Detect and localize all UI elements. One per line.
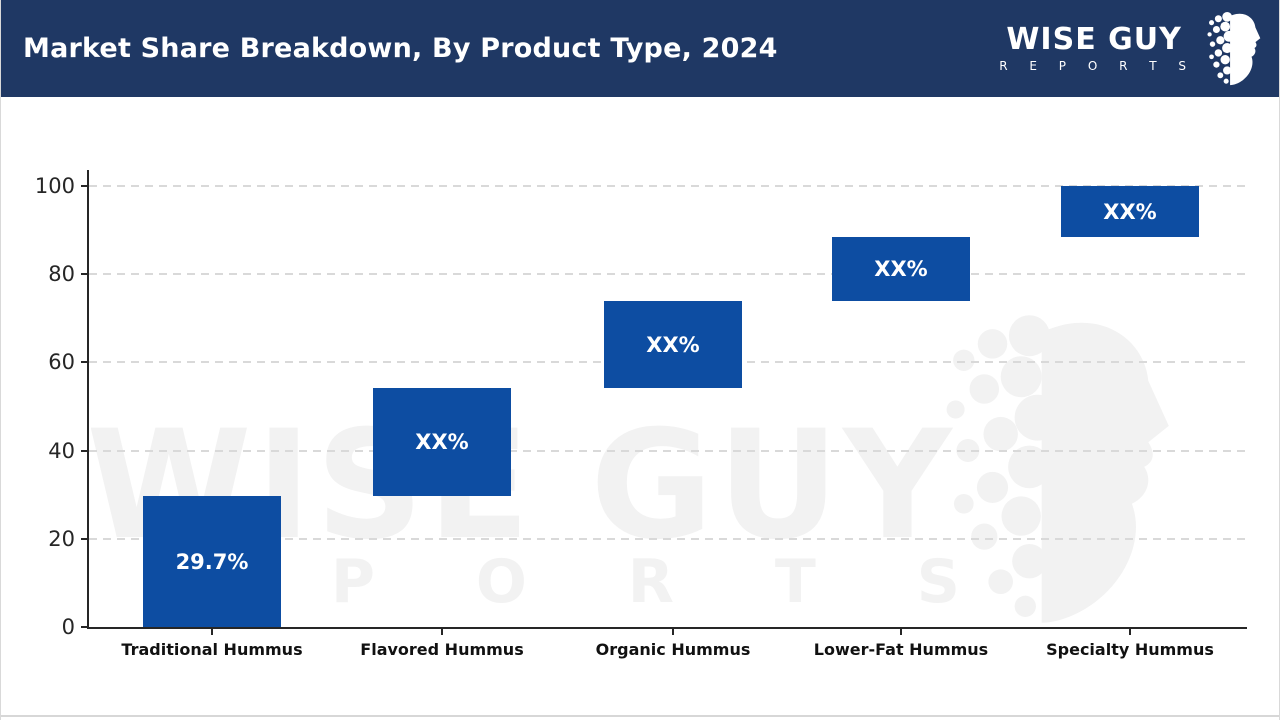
x-tick bbox=[900, 629, 902, 635]
y-tick bbox=[81, 361, 88, 364]
gridline-80 bbox=[89, 273, 1247, 276]
bar-value-label: XX% bbox=[646, 332, 700, 357]
x-category-label: Traditional Hummus bbox=[121, 640, 303, 659]
bar-value-label: 29.7% bbox=[175, 549, 249, 574]
x-axis-spine bbox=[87, 627, 1247, 629]
bar-value-label: XX% bbox=[415, 429, 469, 454]
bar-value-label: XX% bbox=[1103, 199, 1157, 224]
plot-area: WISE GUY R E P O R T S 29.7% XX% XX% XX% XX%… bbox=[1, 97, 1279, 720]
logo-subtitle: R E P O R T S bbox=[999, 59, 1195, 73]
y-tick bbox=[81, 273, 88, 276]
y-tick bbox=[81, 626, 88, 628]
wiseguy-head-icon bbox=[1207, 11, 1261, 85]
bar-segment: XX% bbox=[832, 237, 970, 302]
bar-segment: XX% bbox=[373, 387, 511, 496]
y-tick bbox=[81, 449, 88, 452]
y-tick bbox=[81, 537, 88, 540]
x-category-label: Lower-Fat Hummus bbox=[813, 640, 989, 659]
bar-value-label: XX% bbox=[874, 257, 928, 282]
header: Market Share Breakdown, By Product Type,… bbox=[1, 0, 1279, 97]
bar-segment: XX% bbox=[604, 301, 742, 388]
x-tick bbox=[672, 629, 674, 635]
y-tick-label: 0 bbox=[61, 615, 75, 639]
x-category-label: Organic Hummus bbox=[595, 640, 751, 659]
y-axis-spine bbox=[87, 170, 89, 629]
wiseguy-logo: WISE GUY R E P O R T S bbox=[993, 10, 1263, 88]
x-tick bbox=[441, 629, 443, 635]
x-category-label: Flavored Hummus bbox=[360, 640, 524, 659]
bottom-divider bbox=[1, 715, 1279, 717]
x-category-label: Specialty Hummus bbox=[1046, 640, 1214, 659]
gridline-40 bbox=[89, 449, 1247, 452]
logo-wordmark: WISE GUY bbox=[1006, 22, 1182, 57]
bar-segment: 29.7% bbox=[143, 496, 281, 627]
gridline-100 bbox=[89, 185, 1247, 187]
y-tick-label: 100 bbox=[34, 174, 75, 198]
y-tick-label: 40 bbox=[48, 438, 75, 463]
x-tick bbox=[211, 629, 213, 635]
logo-text: WISE GUY R E P O R T S bbox=[993, 22, 1195, 73]
page-title: Market Share Breakdown, By Product Type,… bbox=[23, 33, 778, 64]
y-tick-label: 80 bbox=[48, 262, 75, 287]
y-tick-label: 20 bbox=[48, 526, 75, 551]
y-tick bbox=[81, 185, 88, 187]
x-tick bbox=[1129, 629, 1131, 635]
y-tick-label: 60 bbox=[48, 350, 75, 375]
gridline-20 bbox=[89, 537, 1247, 540]
bar-segment: XX% bbox=[1061, 186, 1199, 238]
